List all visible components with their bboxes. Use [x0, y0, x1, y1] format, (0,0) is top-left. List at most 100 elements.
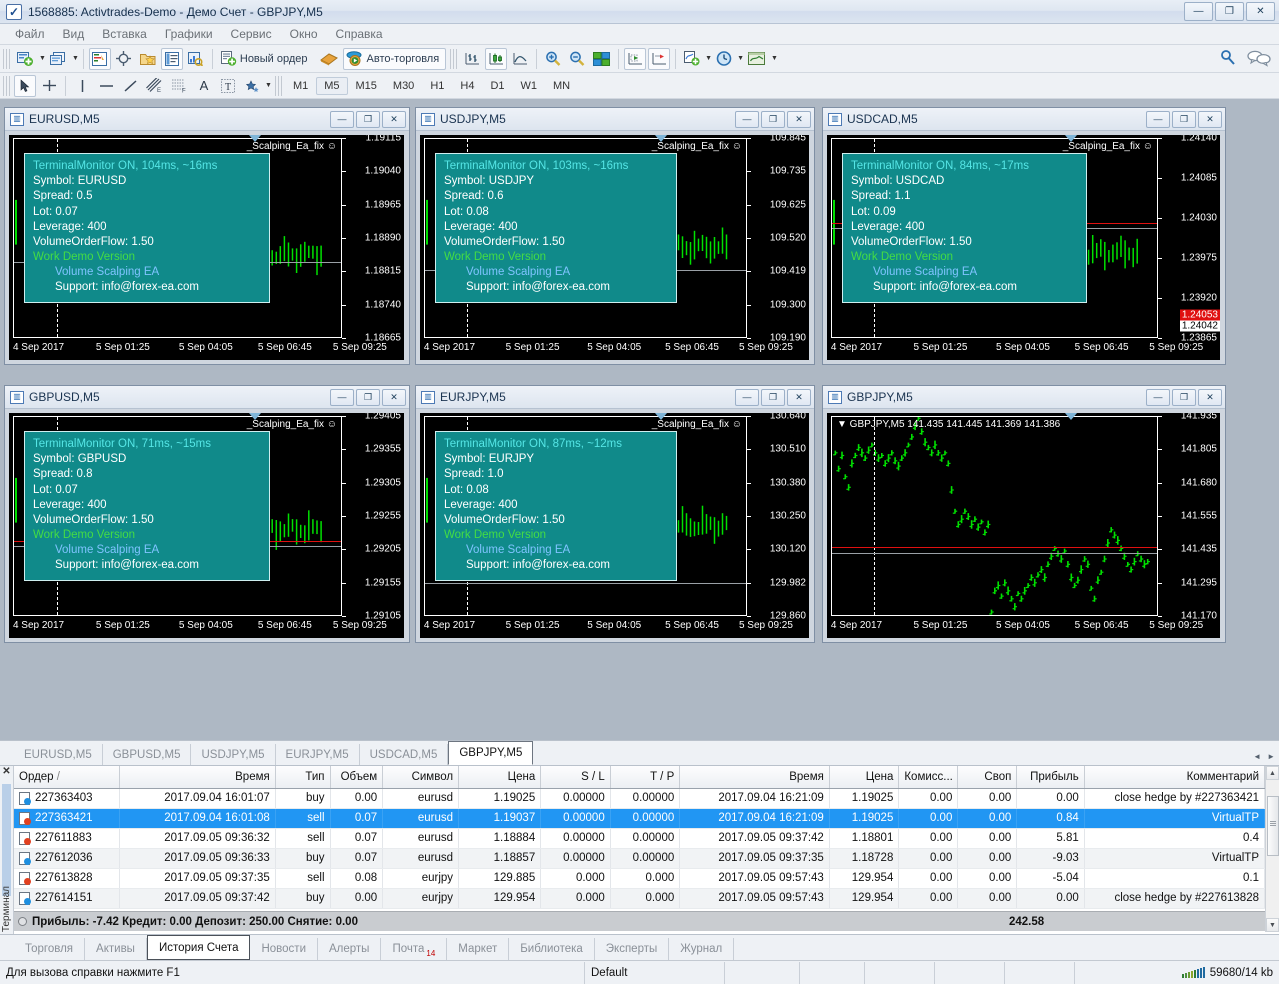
chart-window-titlebar[interactable]: ▥ USDJPY,M5 — ❐ ✕ — [416, 108, 814, 131]
chart-window-usdcad[interactable]: ▥ USDCAD,M5 — ❐ ✕ _Scalping_Ea_fix ☺ Ter… — [822, 107, 1226, 365]
chart-tab-gbpusd[interactable]: GBPUSD,M5 — [103, 744, 192, 765]
toolbar-grip-2[interactable] — [450, 48, 458, 69]
shapes-icon[interactable] — [241, 75, 263, 97]
chart-canvas[interactable]: _Scalping_Ea_fix ☺ TerminalMonitor ON, 7… — [9, 413, 404, 638]
templates-dropdown-caret[interactable]: ▼ — [771, 55, 778, 62]
terminal-tab-алерты[interactable]: Алерты — [318, 938, 382, 960]
summary-expand-icon[interactable] — [18, 917, 27, 926]
chart-y-axis[interactable]: 1.29405 1.29355 1.29305 1.29255 1.29205 … — [342, 413, 404, 622]
table-row[interactable]: 227363403 2017.09.04 16:01:07 buy 0.00 e… — [14, 788, 1266, 809]
chart-plot-area[interactable]: _Scalping_Ea_fix ☺ TerminalMonitor ON, 7… — [13, 416, 342, 616]
timeframe-mn[interactable]: MN — [553, 79, 571, 92]
profiles-dropdown-caret[interactable]: ▼ — [71, 55, 79, 62]
chart-window-titlebar[interactable]: ▥ USDCAD,M5 — ❐ ✕ — [823, 108, 1225, 131]
timeframe-m30[interactable]: M30 — [392, 79, 415, 92]
col-commission[interactable]: Комисс... — [898, 766, 959, 789]
indicators-dropdown-caret[interactable]: ▼ — [705, 55, 713, 62]
new-order-button[interactable]: Новый ордер — [218, 48, 315, 70]
col-comment[interactable]: Комментарий — [1084, 766, 1266, 789]
search-icon[interactable] — [1219, 49, 1237, 70]
chart-tab-gbpjpy[interactable]: GBPJPY,M5 — [448, 741, 534, 765]
navigator-icon[interactable] — [113, 48, 135, 70]
indicators-icon[interactable] — [681, 48, 703, 70]
crosshair-icon[interactable] — [38, 75, 60, 97]
vertical-line-icon[interactable] — [71, 75, 93, 97]
new-chart-dropdown-caret[interactable]: ▼ — [39, 55, 46, 62]
chat-icon[interactable] — [1247, 49, 1271, 70]
chart-tab-prev-button[interactable]: ◄ — [1253, 752, 1262, 761]
timeframe-m15[interactable]: M15 — [355, 79, 377, 92]
table-row[interactable]: 227613828 2017.09.05 09:37:35 sell 0.08 … — [14, 868, 1266, 889]
chart-tab-eurusd[interactable]: EURUSD,M5 — [14, 744, 103, 765]
cursor-icon[interactable] — [14, 74, 36, 97]
chart-restore-button[interactable]: ❐ — [1172, 110, 1196, 128]
chart-tab-usdjpy[interactable]: USDJPY,M5 — [191, 744, 276, 765]
candlestick-chart-icon[interactable] — [485, 47, 508, 70]
terminal-tab-активы[interactable]: Активы — [85, 938, 147, 960]
chart-plot-area[interactable]: _Scalping_Ea_fix ☺ TerminalMonitor ON, 1… — [13, 138, 342, 338]
col-price-close[interactable]: Цена — [829, 766, 900, 789]
chart-window-titlebar[interactable]: ▥ GBPJPY,M5 — ❐ ✕ — [823, 386, 1225, 409]
text-icon[interactable]: A — [199, 78, 209, 93]
col-symbol[interactable]: Символ — [382, 766, 460, 789]
terminal-sidebar-handle[interactable] — [2, 784, 11, 896]
chart-window-usdjpy[interactable]: ▥ USDJPY,M5 — ❐ ✕ _Scalping_Ea_fix ☺ Ter… — [415, 107, 815, 365]
col-tp[interactable]: T / P — [610, 766, 681, 789]
chart-close-button[interactable]: ✕ — [382, 388, 406, 406]
menu-item-charts[interactable]: Графики — [164, 27, 213, 41]
timeframe-w1[interactable]: W1 — [520, 79, 538, 92]
terminal-tab-почта[interactable]: Почта 14 — [381, 938, 448, 960]
periods-clock-icon[interactable] — [713, 48, 735, 70]
chart-close-button[interactable]: ✕ — [382, 110, 406, 128]
chart-window-titlebar[interactable]: ▥ EURJPY,M5 — ❐ ✕ — [416, 386, 814, 409]
fibonacci-icon[interactable]: F — [168, 75, 191, 97]
chart-close-button[interactable]: ✕ — [787, 388, 811, 406]
line-toolbar-grip[interactable] — [3, 75, 10, 96]
chart-minimize-button[interactable]: — — [1146, 388, 1170, 406]
chart-plot-area[interactable]: _Scalping_Ea_fix ☺ TerminalMonitor ON, 1… — [424, 138, 747, 338]
chart-shift-icon[interactable] — [648, 47, 671, 70]
col-volume[interactable]: Объем — [330, 766, 384, 789]
chart-window-gbpusd[interactable]: ▥ GBPUSD,M5 — ❐ ✕ _Scalping_Ea_fix ☺ Ter… — [4, 385, 410, 643]
shapes-dropdown-caret[interactable]: ▼ — [265, 82, 272, 89]
col-time-open[interactable]: Время — [119, 766, 276, 789]
chart-restore-button[interactable]: ❐ — [1172, 388, 1196, 406]
new-chart-icon[interactable] — [14, 48, 37, 70]
chart-restore-button[interactable]: ❐ — [761, 388, 785, 406]
col-swap[interactable]: Своп — [957, 766, 1018, 789]
chart-minimize-button[interactable]: — — [330, 388, 354, 406]
text-label-icon[interactable]: T — [217, 75, 239, 97]
timeframe-m5[interactable]: M5 — [316, 76, 348, 95]
chart-window-titlebar[interactable]: ▥ GBPUSD,M5 — ❐ ✕ — [5, 386, 409, 409]
zoom-out-icon[interactable] — [566, 48, 588, 70]
terminal-tab-маркет[interactable]: Маркет — [447, 938, 510, 960]
chart-canvas[interactable]: _Scalping_Ea_fix ☺ TerminalMonitor ON, 1… — [420, 135, 809, 360]
strategy-tester-icon[interactable] — [185, 48, 207, 70]
zoom-in-icon[interactable] — [542, 48, 564, 70]
col-time-close[interactable]: Время — [679, 766, 830, 789]
chart-y-axis[interactable]: 109.845 109.735 109.625 109.520 109.419 … — [747, 135, 809, 344]
menu-item-insert[interactable]: Вставка — [102, 27, 147, 41]
menu-item-window[interactable]: Окно — [289, 27, 318, 41]
timeframe-toolbar-grip[interactable] — [274, 75, 282, 96]
chart-tab-eurjpy[interactable]: EURJPY,M5 — [276, 744, 360, 765]
chart-minimize-button[interactable]: — — [330, 110, 354, 128]
chart-canvas[interactable]: ▼ GBPJPY,M5 141.435 141.445 141.369 141.… — [827, 413, 1220, 638]
chart-minimize-button[interactable]: — — [1146, 110, 1170, 128]
chart-plot-area[interactable]: _Scalping_Ea_fix ☺ TerminalMonitor ON, 8… — [831, 138, 1158, 338]
window-restore-button[interactable]: ❐ — [1215, 2, 1244, 21]
terminal-tab-история-счета[interactable]: История Счета — [146, 935, 251, 960]
chart-tab-usdcad[interactable]: USDCAD,M5 — [360, 744, 449, 765]
chart-minimize-button[interactable]: — — [735, 110, 759, 128]
chart-plot-area[interactable]: _Scalping_Ea_fix ☺ TerminalMonitor ON, 8… — [424, 416, 747, 616]
chart-tab-next-button[interactable]: ► — [1267, 752, 1275, 761]
terminal-tab-журнал[interactable]: Журнал — [669, 938, 735, 960]
col-profit[interactable]: Прибыль — [1016, 766, 1085, 789]
scroll-up-button[interactable]: ▲ — [1266, 766, 1279, 780]
table-row[interactable]: 227614151 2017.09.05 09:37:42 buy 0.00 e… — [14, 888, 1266, 909]
chart-window-eurusd[interactable]: ▥ EURUSD,M5 — ❐ ✕ _Scalping_Ea_fix ☺ Ter… — [4, 107, 410, 365]
table-row[interactable]: 227363421 2017.09.04 16:01:08 sell 0.07 … — [14, 808, 1266, 829]
chart-y-axis[interactable]: 141.935 141.805 141.680 141.555 141.435 … — [1158, 413, 1220, 622]
chart-restore-button[interactable]: ❐ — [356, 110, 380, 128]
toolbar-grip[interactable] — [3, 48, 10, 69]
